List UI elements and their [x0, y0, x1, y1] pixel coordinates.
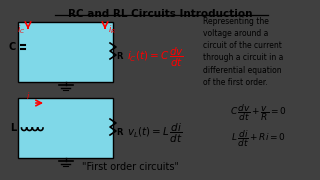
Text: L: L — [10, 123, 16, 133]
Bar — [18, 22, 113, 82]
Text: $i_R$: $i_R$ — [108, 24, 116, 36]
Text: $v_L(t) = L\,\dfrac{di}{dt}$: $v_L(t) = L\,\dfrac{di}{dt}$ — [127, 121, 183, 145]
Text: $L\,\dfrac{di}{dt} + Ri = 0$: $L\,\dfrac{di}{dt} + Ri = 0$ — [231, 128, 285, 149]
Text: $i$: $i$ — [26, 90, 30, 101]
Text: $i_C$: $i_C$ — [17, 24, 25, 36]
Text: "First order circuits": "First order circuits" — [82, 162, 179, 172]
Text: Representing the
voltage around a
circuit of the current
through a circuit in a
: Representing the voltage around a circui… — [203, 17, 284, 87]
Bar — [18, 98, 113, 158]
Text: R: R — [116, 52, 123, 61]
Text: R: R — [116, 128, 123, 137]
Text: $i_C(t) = C\,\dfrac{dv}{dt}$: $i_C(t) = C\,\dfrac{dv}{dt}$ — [126, 45, 183, 69]
Text: $C\,\dfrac{dv}{dt} + \dfrac{v}{R} = 0$: $C\,\dfrac{dv}{dt} + \dfrac{v}{R} = 0$ — [230, 102, 286, 123]
Text: C: C — [9, 42, 16, 52]
Text: RC and RL Circuits Introduction: RC and RL Circuits Introduction — [68, 9, 252, 19]
